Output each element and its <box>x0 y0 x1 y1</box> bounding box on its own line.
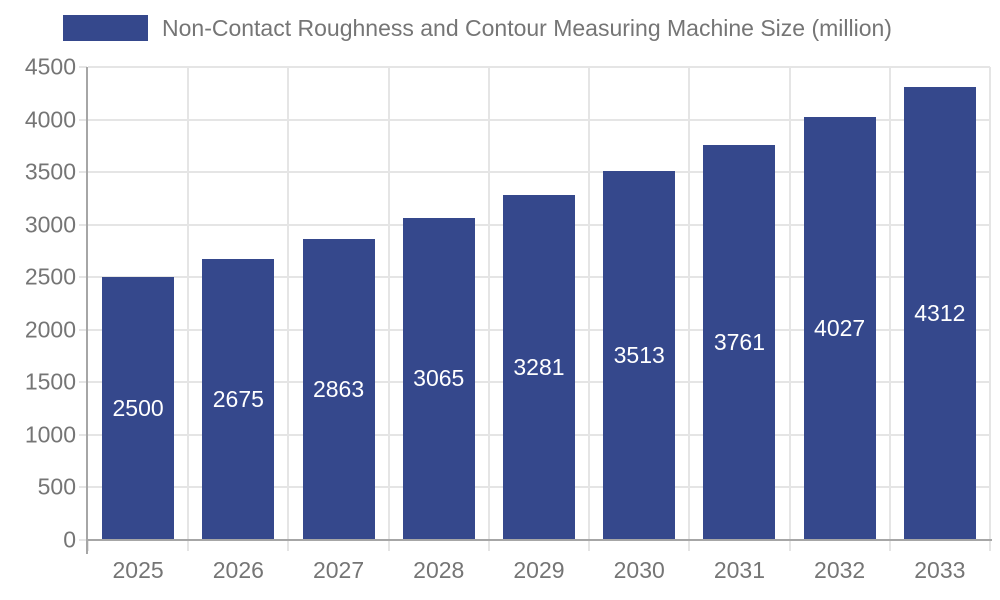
x-axis-tick <box>287 541 290 551</box>
x-axis-tick <box>588 541 591 551</box>
bar-slot-2032: 4027 <box>790 67 890 540</box>
bar-slot-2029: 3281 <box>489 67 589 540</box>
x-axis-tick <box>688 541 691 551</box>
horizontal-gridline <box>88 118 990 121</box>
y-axis-tick-label: 1000 <box>24 421 76 448</box>
bar-value-label: 4312 <box>914 299 966 326</box>
bar-value-label: 3065 <box>413 365 465 392</box>
x-axis-labels: 2025 2026 2027 2028 2029 2030 2031 2032 2033 <box>88 557 990 584</box>
x-axis-line <box>86 539 992 541</box>
bar-value-label: 4027 <box>814 314 866 341</box>
y-axis-tick-label: 500 <box>37 473 76 500</box>
x-axis-tick-label: 2031 <box>713 557 765 583</box>
bar-value-label: 3281 <box>513 354 565 381</box>
x-axis-tick <box>888 541 891 551</box>
vertical-gridline <box>387 67 390 540</box>
bar-slot-2026: 2675 <box>188 67 288 540</box>
y-axis-tick-label: 0 <box>63 526 76 553</box>
bar-2025: 2500 <box>102 277 175 540</box>
bar-2031: 3761 <box>703 144 776 540</box>
bar-slot-2028: 3065 <box>389 67 489 540</box>
horizontal-gridline <box>88 171 990 174</box>
vertical-gridline <box>788 67 791 540</box>
x-axis-tick-label: 2033 <box>914 557 966 583</box>
vertical-gridline <box>487 67 490 540</box>
x-axis-tick-label: 2027 <box>312 557 365 583</box>
y-axis-tick-label: 4000 <box>24 106 76 133</box>
bar-value-label: 3761 <box>713 328 765 355</box>
bar-value-label: 2863 <box>312 376 365 403</box>
vertical-gridline <box>187 67 190 540</box>
y-axis-tick <box>79 118 87 121</box>
x-axis-tick <box>788 541 791 551</box>
bar-2029: 3281 <box>502 195 575 540</box>
y-axis-tick-label: 3000 <box>24 211 76 238</box>
x-axis-tick <box>989 541 991 551</box>
bar-value-label: 2500 <box>112 395 164 422</box>
y-axis-tick-label: 1500 <box>24 368 76 395</box>
y-axis-tick-label: 3500 <box>24 158 76 185</box>
bar-value-label: 3513 <box>613 341 665 368</box>
bar-2027: 2863 <box>302 239 375 540</box>
bar-slot-2025: 2500 <box>88 67 188 540</box>
x-axis-tick-label: 2032 <box>814 557 866 583</box>
x-axis-tick <box>87 541 89 551</box>
legend-label: Non-Contact Roughness and Contour Measur… <box>162 14 892 41</box>
x-axis-tick <box>187 541 190 551</box>
y-axis-tick-label: 4500 <box>24 53 76 80</box>
y-axis-line <box>86 67 88 554</box>
bar-value-label: 2675 <box>212 385 264 412</box>
y-axis-tick <box>79 539 87 541</box>
x-axis-ticks <box>87 541 991 551</box>
x-axis-tick-label: 2030 <box>613 557 665 583</box>
y-axis-tick <box>79 276 87 279</box>
x-axis-tick <box>387 541 390 551</box>
y-axis-tick <box>79 171 87 174</box>
x-axis-tick-label: 2028 <box>413 557 465 583</box>
vertical-gridline <box>588 67 591 540</box>
bar-slot-2027: 2863 <box>288 67 388 540</box>
x-axis-tick-label: 2029 <box>513 557 565 583</box>
vertical-gridline <box>989 67 991 540</box>
y-axis-labels: 0 500 1000 1500 2000 2500 3000 3500 4000 4500 <box>0 54 76 553</box>
horizontal-gridline <box>88 66 990 68</box>
bars-layer: 2500 2675 2863 3065 3281 3513 3761 4027 4312 <box>88 67 990 540</box>
bar-slot-2030: 3513 <box>589 67 689 540</box>
y-axis-tick <box>79 381 87 384</box>
vertical-gridline <box>287 67 290 540</box>
x-axis-tick-label: 2026 <box>212 557 264 583</box>
bar-2028: 3065 <box>402 217 475 540</box>
y-axis-tick <box>79 328 87 331</box>
legend[interactable]: Non-Contact Roughness and Contour Measur… <box>63 15 892 41</box>
y-axis-tick <box>79 486 87 489</box>
y-axis-tick-label: 2000 <box>24 316 76 343</box>
bar-2030: 3513 <box>603 170 676 540</box>
x-axis-tick <box>487 541 490 551</box>
y-axis-tick <box>79 66 87 68</box>
y-axis-tick-label: 2500 <box>24 263 76 290</box>
plot-area: 2500 2675 2863 3065 3281 3513 3761 4027 4312 <box>88 66 991 540</box>
bar-2026: 2675 <box>202 258 275 540</box>
vertical-gridline <box>888 67 891 540</box>
vertical-gridline <box>688 67 691 540</box>
bar-2033: 4312 <box>903 86 976 540</box>
bar-slot-2033: 4312 <box>890 67 990 540</box>
legend-color-swatch-icon <box>63 15 148 41</box>
y-axis-ticks <box>79 66 87 541</box>
y-axis-tick <box>79 223 87 226</box>
x-axis-tick-label: 2025 <box>112 557 164 583</box>
bar-2032: 4027 <box>803 116 876 540</box>
y-axis-tick <box>79 433 87 436</box>
bar-slot-2031: 3761 <box>689 67 789 540</box>
